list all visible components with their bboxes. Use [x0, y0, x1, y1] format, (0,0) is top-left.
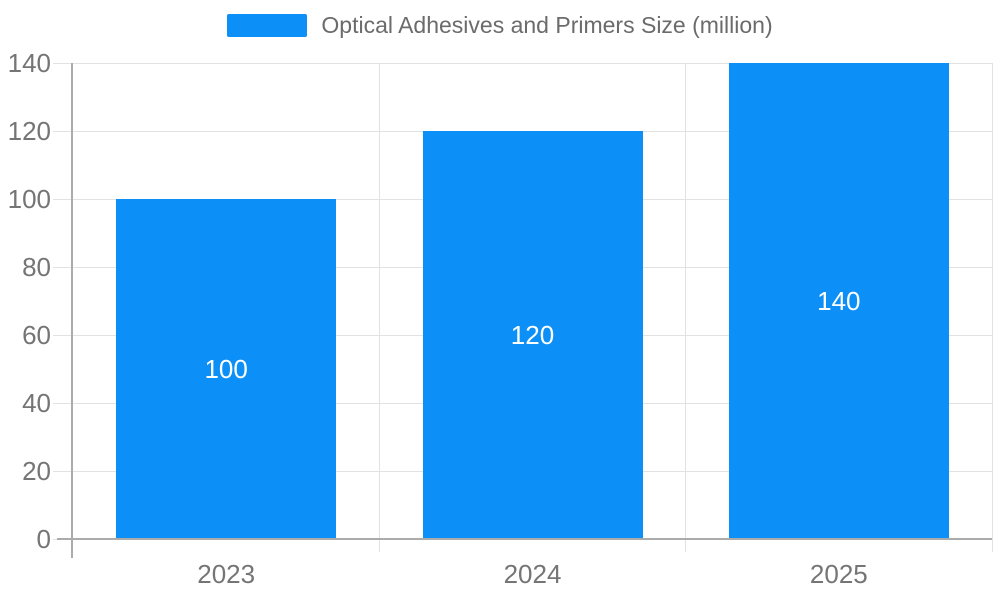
gridline-vertical	[378, 63, 380, 552]
x-axis-line	[57, 538, 992, 540]
x-tick-label: 2023	[197, 559, 256, 589]
bar-value-label: 100	[204, 354, 248, 384]
x-tick-label: 2025	[809, 559, 868, 589]
bar-value-label: 140	[817, 286, 861, 316]
bar	[116, 199, 337, 539]
x-tick-label: 2024	[503, 559, 562, 589]
gridline-horizontal	[53, 62, 992, 64]
y-tick-label: 120	[7, 116, 51, 146]
y-tick-label: 100	[7, 184, 51, 214]
y-axis-line	[71, 63, 73, 558]
y-tick-label: 60	[22, 320, 51, 350]
bar	[728, 63, 949, 539]
legend-label: Optical Adhesives and Primers Size (mill…	[321, 12, 773, 38]
legend-swatch-icon	[227, 14, 308, 37]
bar	[422, 131, 643, 539]
y-tick-label: 0	[36, 524, 51, 554]
y-tick-label: 80	[22, 252, 51, 282]
y-tick-label: 40	[22, 388, 51, 418]
gridline-vertical	[685, 63, 687, 552]
y-tick-label: 20	[22, 456, 51, 486]
y-tick-label: 140	[7, 48, 51, 78]
gridline-vertical	[991, 63, 993, 552]
bar-value-label: 120	[510, 320, 555, 350]
chart-legend[interactable]: Optical Adhesives and Primers Size (mill…	[0, 14, 1000, 37]
